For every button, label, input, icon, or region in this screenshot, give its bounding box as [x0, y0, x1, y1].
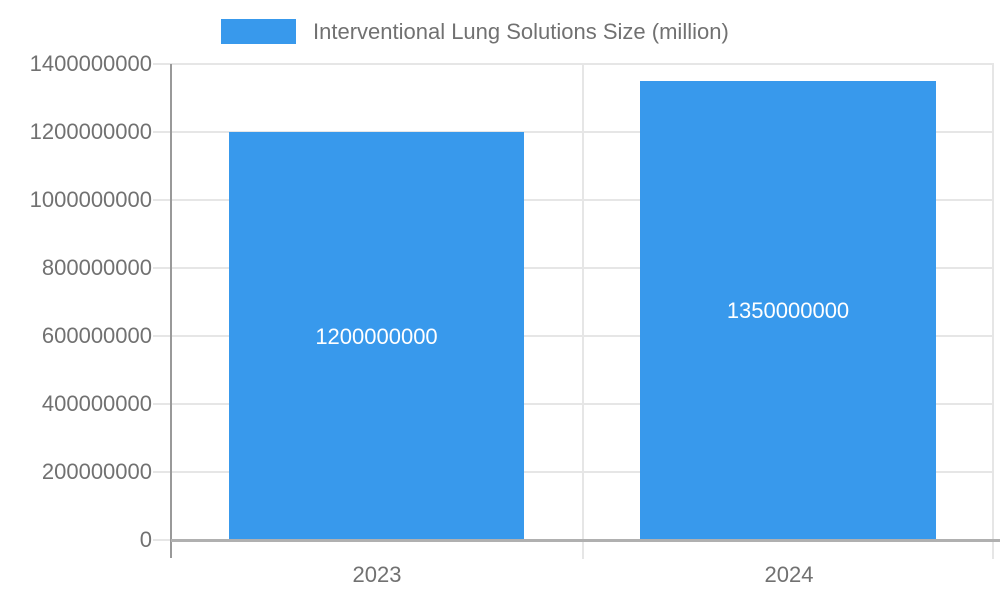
- y-tick-label: 1000000000: [29, 187, 152, 212]
- y-axis-line: [170, 64, 172, 558]
- bar-value-label-2024: 1350000000: [726, 298, 850, 323]
- gridline: [153, 267, 994, 269]
- x-axis-line: [171, 539, 1000, 542]
- gridline: [153, 63, 994, 65]
- legend-swatch: [221, 19, 296, 44]
- bar-2024: [640, 81, 936, 540]
- legend-label: Interventional Lung Solutions Size (mill…: [313, 19, 729, 44]
- y-tick-label: 0: [139, 527, 152, 552]
- y-tick-label: 200000000: [41, 459, 152, 484]
- y-tick-label: 800000000: [41, 255, 152, 280]
- gridline: [153, 471, 994, 473]
- gridline: [153, 131, 994, 133]
- gridline: [153, 199, 994, 201]
- x-tick-label-2024: 2024: [764, 562, 814, 587]
- bar-2023: [229, 132, 524, 540]
- bar-value-label-2023: 1200000000: [315, 324, 438, 349]
- gridline: [153, 403, 994, 405]
- y-tick-label: 1400000000: [29, 51, 152, 76]
- y-tick-label: 400000000: [41, 391, 152, 416]
- plot-right-border-line: [992, 64, 994, 559]
- x-tick-label-2023: 2023: [352, 562, 402, 587]
- category-separator-line: [582, 64, 584, 559]
- y-tick-label: 600000000: [41, 323, 152, 348]
- y-tick-label: 1200000000: [29, 119, 152, 144]
- zero-tick: [153, 539, 171, 541]
- gridline: [153, 335, 994, 337]
